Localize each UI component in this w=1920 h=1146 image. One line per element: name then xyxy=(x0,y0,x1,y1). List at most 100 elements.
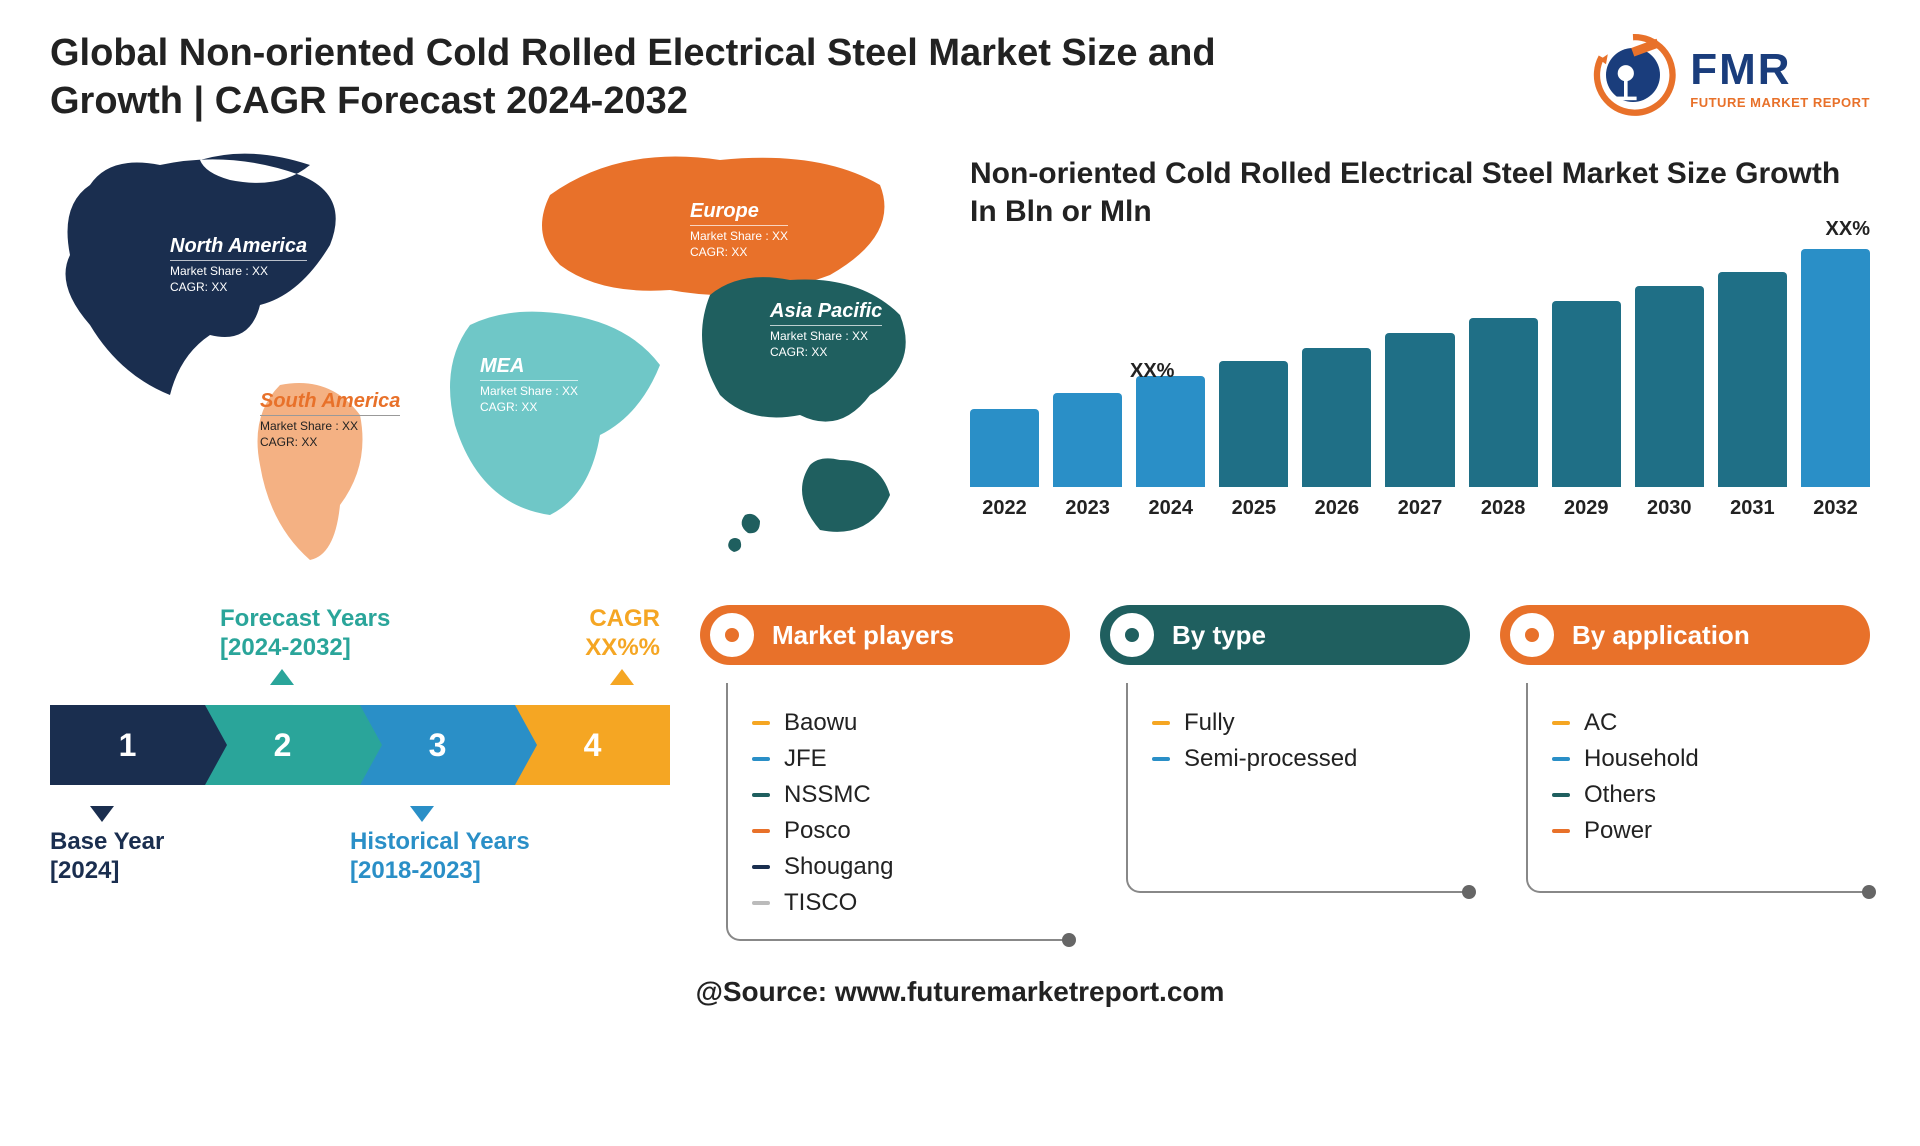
bar-2026: 2026 xyxy=(1302,348,1371,520)
bar-2029: 2029 xyxy=(1552,301,1621,520)
caption-forecast: Forecast Years [2024-2032] xyxy=(220,605,420,691)
logo: FMR FUTURE MARKET REPORT xyxy=(1588,30,1870,125)
tick-icon xyxy=(1152,721,1170,725)
tick-icon xyxy=(752,721,770,725)
bar xyxy=(1552,301,1621,487)
tick-icon xyxy=(1552,721,1570,725)
growth-bar-chart: Non-oriented Cold Rolled Electrical Stee… xyxy=(970,145,1870,565)
bar xyxy=(1718,272,1787,487)
bar-year-label: 2030 xyxy=(1647,497,1692,520)
logo-text-sub: FUTURE MARKET REPORT xyxy=(1690,95,1870,110)
bar-2025: 2025 xyxy=(1219,361,1288,520)
list-item: Shougang xyxy=(752,853,1060,881)
tick-icon xyxy=(752,865,770,869)
bar-year-label: 2022 xyxy=(982,497,1027,520)
timeline-seg-number: 3 xyxy=(429,727,447,764)
col-by-type: By type Fully Semi-processed xyxy=(1100,605,1470,893)
bar-year-label: 2027 xyxy=(1398,497,1443,520)
bar-2027: 2027 xyxy=(1385,333,1454,520)
list-item: AC xyxy=(1552,709,1860,737)
caption-cagr: CAGR XX%% xyxy=(540,605,660,691)
bar-2031: 2031 xyxy=(1718,272,1787,520)
logo-telescope-icon xyxy=(1588,30,1678,125)
page-title: Global Non-oriented Cold Rolled Electric… xyxy=(50,30,1350,125)
list-item: Semi-processed xyxy=(1152,745,1460,773)
timeline-seg-3: 3 xyxy=(360,705,515,785)
bar xyxy=(1302,348,1371,487)
list-item-label: NSSMC xyxy=(784,781,871,809)
timeline-seg-number: 2 xyxy=(274,727,292,764)
label-mea: MEA Market Share : XX CAGR: XX xyxy=(480,355,578,415)
bar-2028: 2028 xyxy=(1469,318,1538,520)
col-by-application: By application AC Household Others Power xyxy=(1500,605,1870,893)
chart-title: Non-oriented Cold Rolled Electrical Stee… xyxy=(970,155,1870,230)
timeline-seg-number: 1 xyxy=(119,727,137,764)
list-item-label: Semi-processed xyxy=(1184,745,1357,773)
list-item: JFE xyxy=(752,745,1060,773)
tick-icon xyxy=(752,901,770,905)
list-item: TISCO xyxy=(752,889,1060,917)
bar xyxy=(1136,376,1205,487)
list-item: Power xyxy=(1552,817,1860,845)
tick-icon xyxy=(1152,757,1170,761)
list-item: Baowu xyxy=(752,709,1060,737)
caption-historical: Historical Years [2018-2023] xyxy=(350,800,550,886)
list-item-label: JFE xyxy=(784,745,827,773)
pill-dot-icon xyxy=(710,613,754,657)
label-europe: Europe Market Share : XX CAGR: XX xyxy=(690,200,788,260)
tick-icon xyxy=(752,757,770,761)
pill-by-type: By type xyxy=(1100,605,1470,665)
bar xyxy=(970,409,1039,487)
bar-year-label: 2026 xyxy=(1315,497,1360,520)
tick-icon xyxy=(1552,757,1570,761)
timeline-infographic: Forecast Years [2024-2032] CAGR XX%% 1 2 3… xyxy=(50,605,670,895)
bar xyxy=(1053,393,1122,487)
bar xyxy=(1385,333,1454,487)
list-item-label: TISCO xyxy=(784,889,857,917)
pill-dot-icon xyxy=(1510,613,1554,657)
label-north-america: North America Market Share : XX CAGR: XX xyxy=(170,235,307,295)
list-item-label: Posco xyxy=(784,817,851,845)
timeline-seg-1: 1 xyxy=(50,705,205,785)
list-item: Fully xyxy=(1152,709,1460,737)
tick-icon xyxy=(752,793,770,797)
bar-year-label: 2031 xyxy=(1730,497,1775,520)
list-item-label: Household xyxy=(1584,745,1699,773)
logo-text-fmr: FMR xyxy=(1690,45,1870,95)
timeline-seg-4: 4 xyxy=(515,705,670,785)
bar-tag-2024: XX% xyxy=(1130,360,1174,383)
tick-icon xyxy=(752,829,770,833)
bar-year-label: 2023 xyxy=(1065,497,1110,520)
list-item-label: Others xyxy=(1584,781,1656,809)
list-item-label: Baowu xyxy=(784,709,857,737)
bar-year-label: 2029 xyxy=(1564,497,1609,520)
list-item: Posco xyxy=(752,817,1060,845)
bar xyxy=(1469,318,1538,487)
bar-year-label: 2025 xyxy=(1232,497,1277,520)
list-item: NSSMC xyxy=(752,781,1060,809)
list-item-label: Shougang xyxy=(784,853,893,881)
pill-dot-icon xyxy=(1110,613,1154,657)
label-south-america: South America Market Share : XX CAGR: XX xyxy=(260,390,400,450)
list-item: Household xyxy=(1552,745,1860,773)
bar-2023: 2023 xyxy=(1053,393,1122,520)
bar-year-label: 2032 xyxy=(1813,497,1858,520)
bar-2024: 2024 xyxy=(1136,376,1205,520)
timeline-seg-2: 2 xyxy=(205,705,360,785)
bar xyxy=(1635,286,1704,487)
region-mea xyxy=(430,305,690,535)
tick-icon xyxy=(1552,829,1570,833)
bar-2022: 2022 xyxy=(970,409,1039,520)
label-asia-pacific: Asia Pacific Market Share : XX CAGR: XX xyxy=(770,300,882,360)
bar-2032: 2032 xyxy=(1801,249,1870,520)
timeline-seg-number: 4 xyxy=(584,727,602,764)
list-item-label: AC xyxy=(1584,709,1617,737)
pill-by-application: By application xyxy=(1500,605,1870,665)
bar-tag-2032: XX% xyxy=(1826,218,1870,241)
bar xyxy=(1801,249,1870,487)
bar xyxy=(1219,361,1288,487)
list-item-label: Fully xyxy=(1184,709,1235,737)
caption-base-year: Base Year [2024] xyxy=(50,800,250,886)
pill-market-players: Market players xyxy=(700,605,1070,665)
list-item-label: Power xyxy=(1584,817,1652,845)
